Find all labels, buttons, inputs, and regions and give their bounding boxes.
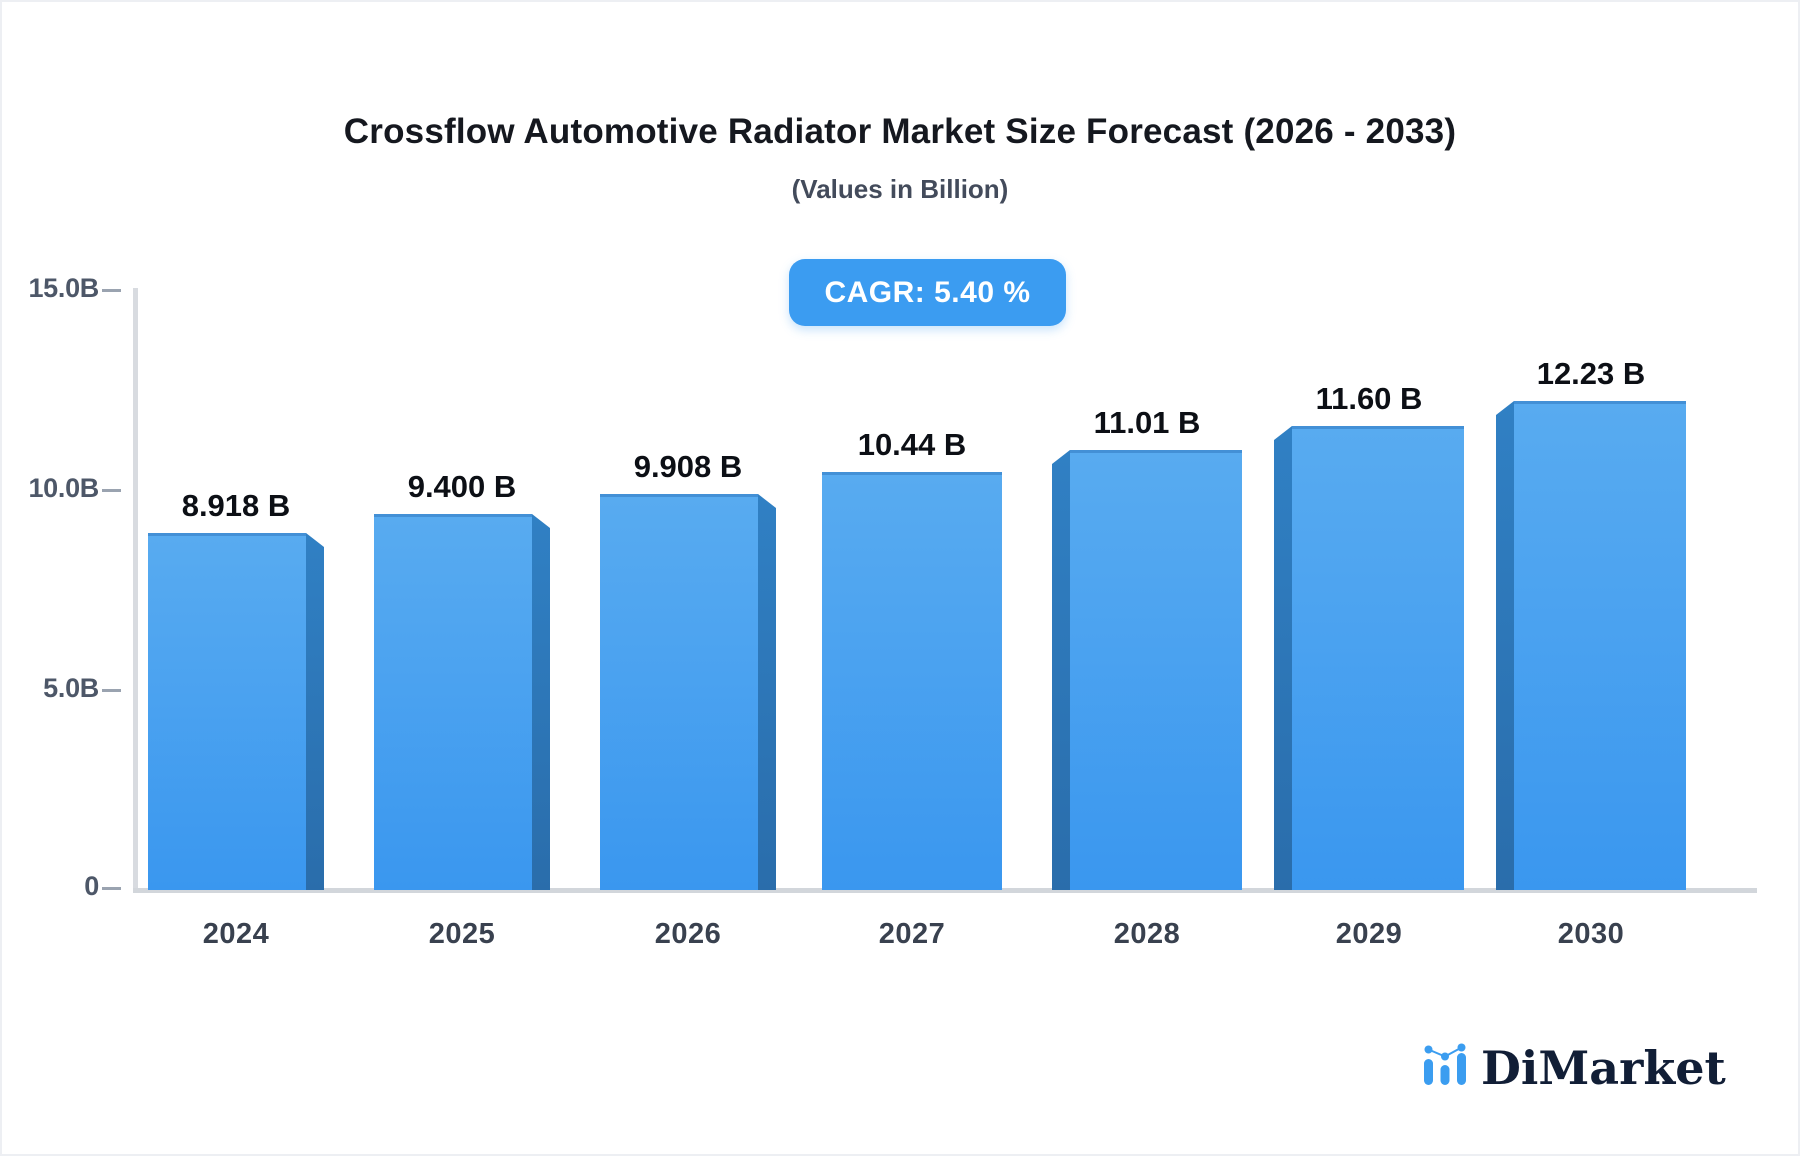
bar-value-label: 11.01 B [1093, 405, 1201, 440]
x-axis-label-2026: 2026 [654, 918, 722, 950]
bar-chart-logo-icon [1424, 1043, 1466, 1085]
brand-name: DiMarket [1481, 1041, 1726, 1095]
bar-value-label: 8.918 B [181, 488, 291, 523]
x-axis-label-2027: 2027 [878, 918, 946, 950]
bar-side-face [758, 494, 776, 890]
bar-value-label: 11.60 B [1315, 381, 1423, 416]
y-axis-tick [102, 887, 121, 890]
bar-value-label: 12.23 B [1536, 356, 1646, 391]
y-axis-tick [102, 289, 121, 292]
bar-2026 [600, 494, 758, 890]
y-axis-label: 0 [84, 871, 99, 901]
y-axis-label: 5.0B [43, 673, 99, 703]
bar-side-face [1496, 401, 1514, 890]
y-axis-tick [102, 689, 121, 692]
bar-2024 [148, 533, 306, 890]
x-axis-label-2028: 2028 [1113, 918, 1181, 950]
y-axis-label: 10.0B [28, 473, 99, 503]
bar-2025 [374, 514, 532, 890]
x-axis-label-2029: 2029 [1335, 918, 1403, 950]
x-axis-baseline [133, 888, 1757, 893]
y-axis-label: 15.0B [28, 273, 99, 303]
bar-side-face [306, 533, 324, 890]
bar-side-face [1274, 426, 1292, 890]
chart-subtitle: (Values in Billion) [791, 174, 1009, 204]
bar-value-label: 9.400 B [407, 469, 517, 504]
x-axis-label-2030: 2030 [1557, 918, 1625, 950]
brand-logo: DiMarket [1422, 1042, 1726, 1091]
bar-2030 [1514, 401, 1686, 890]
bar-2028 [1070, 450, 1242, 890]
bar-side-face [1052, 450, 1070, 890]
x-axis-label-2025: 2025 [428, 918, 496, 950]
chart-title: Crossflow Automotive Radiator Market Siz… [343, 112, 1457, 151]
y-axis-tick [102, 489, 121, 492]
x-axis-label-2024: 2024 [202, 918, 270, 950]
bar-2029 [1292, 426, 1464, 890]
cagr-badge: CAGR: 5.40 % [789, 259, 1066, 326]
bar-side-face [532, 514, 550, 890]
bar-2027 [822, 472, 1002, 890]
y-axis-line [133, 288, 138, 893]
bar-value-label: 9.908 B [633, 449, 743, 484]
bar-value-label: 10.44 B [857, 427, 967, 462]
